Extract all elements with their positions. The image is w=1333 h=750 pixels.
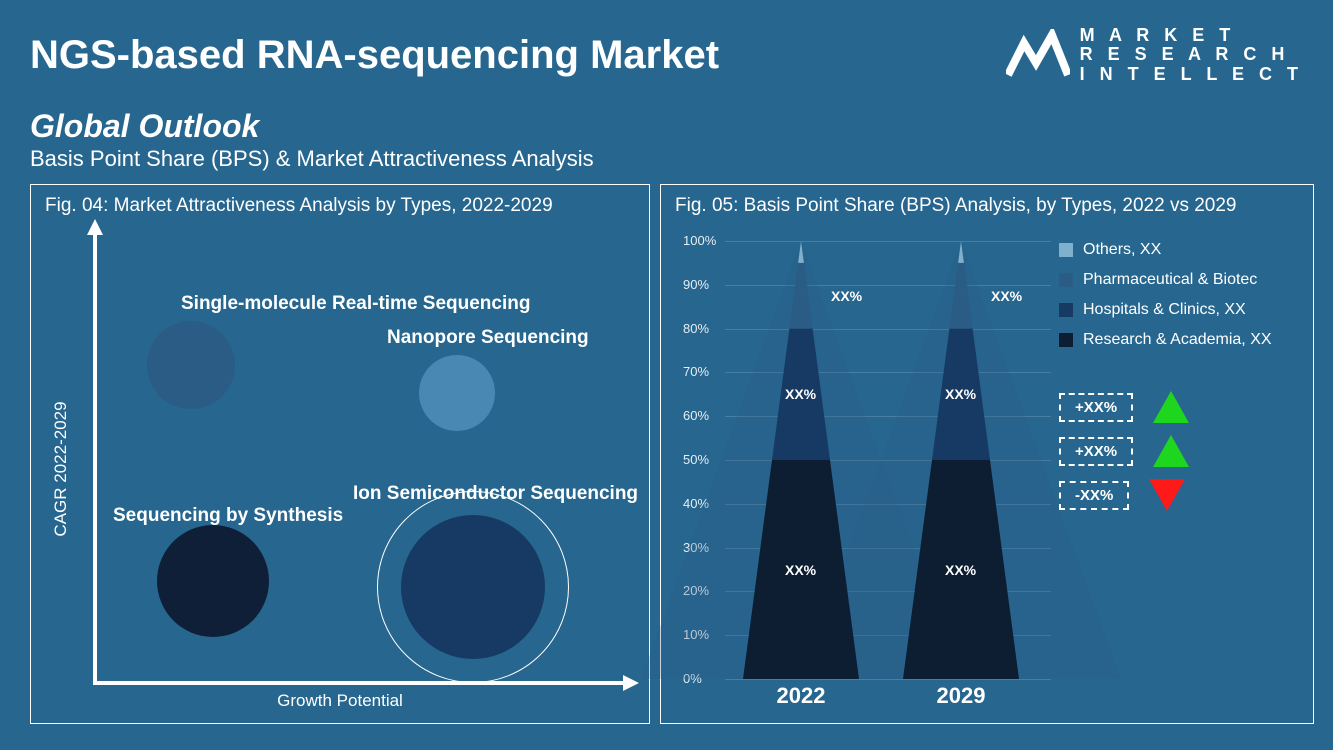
delta-row-1: +XX%	[1059, 435, 1299, 467]
triangle-up-icon	[1153, 391, 1189, 423]
brand-logo: M A R K E T R E S E A R C H I N T E L L …	[1006, 26, 1303, 84]
legend-item-3: Research & Academia, XX	[1059, 331, 1299, 349]
fig04-title: Fig. 04: Market Attractiveness Analysis …	[31, 185, 649, 223]
fig05-title: Fig. 05: Basis Point Share (BPS) Analysi…	[661, 185, 1313, 223]
fig05-panel: Fig. 05: Basis Point Share (BPS) Analysi…	[660, 184, 1314, 724]
legend-text: Research & Academia, XX	[1083, 331, 1272, 349]
fig04-ylabel: CAGR 2022-2029	[51, 401, 71, 536]
bubble-label-1: Nanopore Sequencing	[387, 327, 589, 349]
seg-label-0-1: XX%	[785, 386, 816, 402]
seg-label-1-1: XX%	[945, 386, 976, 402]
column-label-0: 2022	[736, 683, 866, 709]
column-label-1: 2029	[896, 683, 1026, 709]
logo-line3: I N T E L L E C T	[1080, 65, 1303, 84]
legend-item-0: Others, XX	[1059, 241, 1299, 259]
legend-item-1: Pharmaceutical & Biotec	[1059, 271, 1299, 289]
delta-value: +XX%	[1059, 393, 1133, 422]
legend-text: Others, XX	[1083, 241, 1161, 259]
legend-swatch	[1059, 243, 1073, 257]
logo-icon	[1006, 29, 1070, 81]
legend-swatch	[1059, 333, 1073, 347]
delta-row-2: -XX%	[1059, 479, 1299, 511]
cone-2022	[743, 241, 859, 679]
triangle-down-icon	[1149, 479, 1185, 511]
triangle-up-icon	[1153, 435, 1189, 467]
logo-line1: M A R K E T	[1080, 26, 1303, 45]
bubble-3	[401, 515, 545, 659]
fig04-xlabel: Growth Potential	[277, 691, 403, 711]
seg-label-1-2: XX%	[991, 288, 1022, 304]
delta-value: -XX%	[1059, 481, 1129, 510]
logo-line2: R E S E A R C H	[1080, 45, 1303, 64]
legend-text: Pharmaceutical & Biotec	[1083, 271, 1257, 289]
bubble-label-3: Ion Semiconductor Sequencing	[353, 483, 638, 505]
bubble-1	[419, 355, 495, 431]
legend: Others, XX Pharmaceutical & Biotec Hospita…	[1059, 241, 1299, 511]
legend-item-2: Hospitals & Clinics, XX	[1059, 301, 1299, 319]
page-title: NGS-based RNA-sequencing Market	[30, 33, 719, 78]
subtitle-2: Basis Point Share (BPS) & Market Attract…	[30, 146, 594, 172]
legend-text: Hospitals & Clinics, XX	[1083, 301, 1246, 319]
bubble-label-0: Single-molecule Real-time Sequencing	[181, 293, 530, 315]
subtitle-italic: Global Outlook	[30, 108, 259, 145]
cone-2029	[903, 241, 1019, 679]
delta-value: +XX%	[1059, 437, 1133, 466]
bubble-label-2: Sequencing by Synthesis	[113, 505, 343, 527]
fig04-plot: CAGR 2022-2029 Growth Potential Single-mol…	[41, 225, 639, 713]
seg-label-0-0: XX%	[785, 562, 816, 578]
delta-row-0: +XX%	[1059, 391, 1299, 423]
logo-text: M A R K E T R E S E A R C H I N T E L L …	[1080, 26, 1303, 84]
legend-swatch	[1059, 303, 1073, 317]
fig05-plot: 0%10%20%30%40%50%60%70%80%90%100%XX%XX%X…	[671, 231, 1303, 713]
legend-swatch	[1059, 273, 1073, 287]
seg-label-0-2: XX%	[831, 288, 862, 304]
header: NGS-based RNA-sequencing Market M A R K …	[30, 20, 1303, 90]
fig04-panel: Fig. 04: Market Attractiveness Analysis …	[30, 184, 650, 724]
bubble-2	[157, 525, 269, 637]
bubble-0	[147, 321, 235, 409]
seg-label-1-0: XX%	[945, 562, 976, 578]
